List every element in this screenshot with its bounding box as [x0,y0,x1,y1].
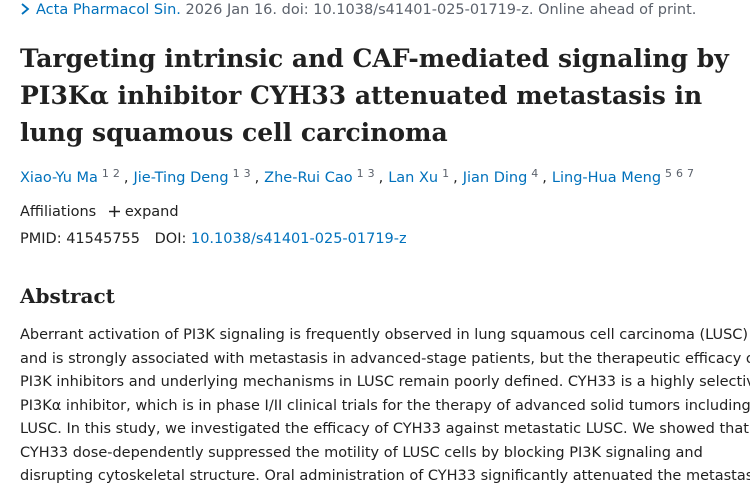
author[interactable]: Lan Xu 1 [388,167,453,186]
expand-button[interactable]: expand [108,204,179,220]
journal-link[interactable]: Acta Pharmacol Sin. [36,2,181,18]
author-separator: , [123,170,129,186]
author[interactable]: Jian Ding 4 [462,167,543,186]
citation: Acta Pharmacol Sin. 2026 Jan 16. doi: 10… [20,2,696,18]
abstract-line: disrupting cytoskeletal structure. Oral … [20,468,750,484]
pmid: 41545755 [66,231,141,247]
author-separator: , [542,170,547,186]
pmid-label: PMID: [20,231,62,247]
affiliations-label: Affiliations [20,204,97,220]
affiliation-numbers: 4 [531,167,542,180]
author-separator: , [378,170,384,186]
affiliation-number[interactable]: 5 [665,167,673,180]
abstract-heading: Abstract [20,284,115,308]
abstract-text: Aberrant activation of PI3K signaling is… [20,324,750,489]
author-separator: , [254,170,260,186]
abstract-line: CYH33 dose-dependently suppressed the mo… [20,444,703,461]
affiliation-number[interactable]: 3 [367,167,375,180]
author-name[interactable]: Zhe-Rui Cao [264,170,353,186]
abstract-line: PI3Kα inhibitor, which is in phase I/II … [20,397,750,414]
abstract-line: PI3K inhibitors and underlying mechanism… [20,374,750,390]
chevron-icon[interactable] [20,3,30,15]
author-separator: , [453,170,458,186]
author-name[interactable]: Jian Ding [462,170,528,186]
plus-icon [108,206,120,217]
affiliation-number[interactable]: 4 [531,167,539,180]
author[interactable]: Jie-Ting Deng 1 3 [133,167,255,186]
abstract-line: and is strongly associated with metastas… [20,350,750,367]
author[interactable]: Xiao-Yu Ma 1 2 [20,167,124,186]
affiliation-numbers: 1 [442,167,453,180]
doi-link[interactable]: 10.1038/s41401-025-01719-z [190,231,407,247]
abstract-line: Aberrant activation of PI3K signaling is… [20,327,749,343]
affiliations-row: Affiliations expand [20,204,179,220]
author-name[interactable]: Lan Xu [388,170,439,186]
expand-label[interactable]: expand [124,204,179,220]
affiliation-number[interactable]: 1 [356,167,364,180]
affiliation-number[interactable]: 2 [112,167,120,180]
author-list: Xiao-Yu Ma 1 2, Jie-Ting Deng 1 3, Zhe-Rui Cao… [20,167,698,186]
author[interactable]: Ling-Hua Meng 5 6 7 [551,167,698,186]
affiliation-number[interactable]: 1 [232,167,240,180]
author-name[interactable]: Jie-Ting Deng [133,170,229,186]
citation-details: 2026 Jan 16. doi: 10.1038/s41401-025-017… [185,2,697,18]
abstract-line: LUSC. In this study, we investigated the… [20,421,749,437]
author[interactable]: Zhe-Rui Cao 1 3 [264,167,379,186]
affiliation-number[interactable]: 1 [442,167,450,180]
identifiers: PMID: 41545755 DOI: 10.1038/s41401-025-0… [20,231,407,247]
author-name[interactable]: Ling-Hua Meng [551,170,662,186]
affiliation-number[interactable]: 6 [676,167,684,180]
author-name[interactable]: Xiao-Yu Ma [20,170,98,186]
article-title: Targeting intrinsic and CAF-mediated sig… [20,44,729,147]
affiliation-number[interactable]: 3 [243,167,251,180]
doi-label: DOI: [154,231,187,247]
affiliation-number[interactable]: 1 [101,167,109,180]
affiliation-number[interactable]: 7 [687,167,695,180]
